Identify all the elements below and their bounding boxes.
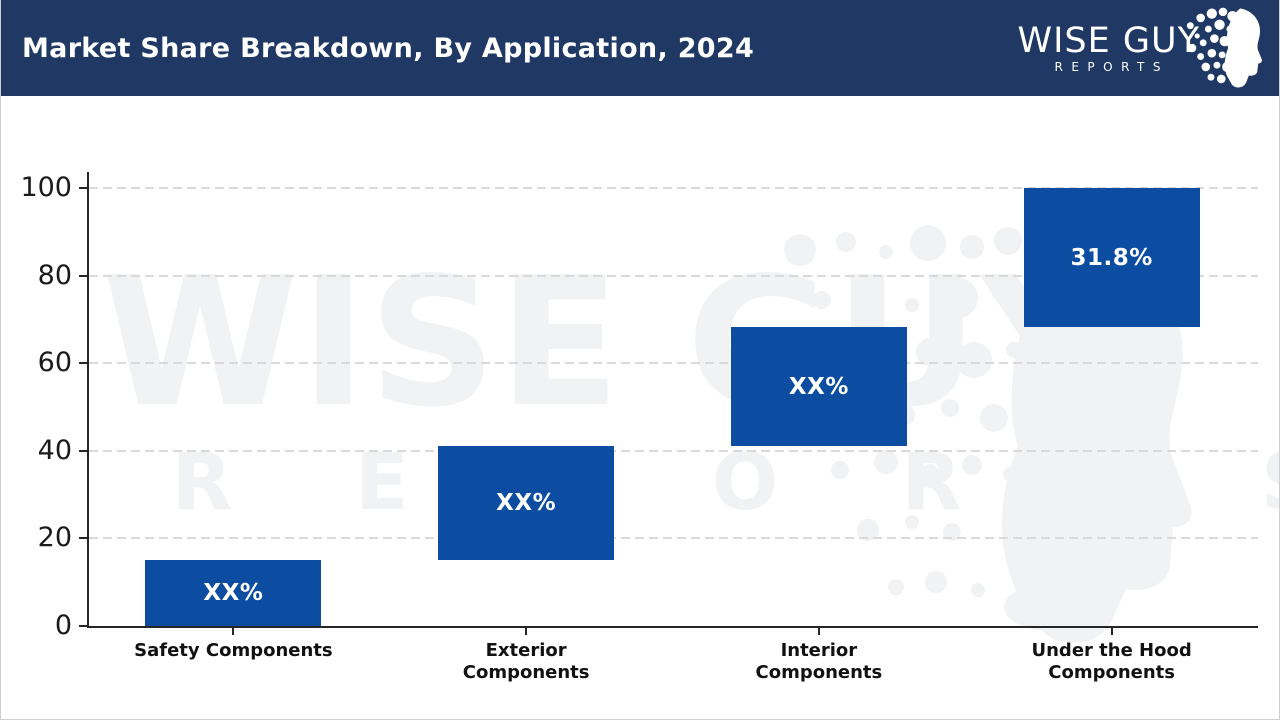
logo-face-icon (1186, 7, 1262, 88)
x-axis-tick-mark (817, 628, 820, 635)
gridline (89, 537, 1258, 540)
x-axis-category-label: Exterior Components (376, 640, 676, 684)
y-axis-tick-mark (79, 449, 87, 452)
x-axis-category-label-line: Components (755, 662, 883, 683)
logo-subtitle-text: REPORTS (1054, 60, 1169, 74)
x-axis-line (87, 626, 1258, 628)
x-axis-category-label-line: Under the Hood (1031, 640, 1192, 661)
bar-safety-components: XX% (145, 560, 322, 626)
y-axis-line (87, 172, 89, 628)
y-axis-tick-mark (79, 274, 87, 277)
watermark-wordmark: WISE GUY (102, 239, 1112, 446)
y-axis-tick-mark (79, 537, 87, 540)
x-axis-tick-mark (232, 628, 235, 635)
x-axis-category-label-line: Components (462, 662, 590, 683)
bar-interior-components: XX% (730, 327, 907, 447)
chart-title: Market Share Breakdown, By Application, … (22, 32, 755, 64)
bar-value-label: XX% (496, 490, 557, 517)
x-axis-category-label: Interior Components (669, 640, 969, 684)
y-axis-tick-label: 80 (37, 259, 72, 291)
logo-wordmark: WISE GUY REPORTS (1017, 22, 1200, 74)
x-axis-category-label-line: Exterior (485, 640, 567, 661)
x-axis-category-label-line: Interior (780, 640, 858, 661)
bar-value-label: XX% (203, 580, 264, 607)
y-axis-tick-mark (79, 362, 87, 365)
logo-wordmark-text: WISE GUY (1017, 21, 1200, 61)
gridline (89, 449, 1258, 452)
bar-value-label: XX% (788, 373, 849, 400)
y-axis-tick-label: 60 (37, 347, 72, 379)
gridline (89, 187, 1258, 189)
x-axis-category-label-line: Safety Components (134, 640, 333, 661)
bar-under-the-hood-components: 31.8% (1023, 188, 1200, 328)
x-axis-tick-mark (1110, 628, 1113, 635)
y-axis-tick-mark (79, 625, 87, 627)
bar-value-label: 31.8% (1070, 244, 1153, 271)
gridline (89, 274, 1258, 277)
y-axis-tick-label: 20 (37, 522, 72, 554)
y-axis-tick-mark (79, 187, 87, 189)
x-axis-tick-mark (525, 628, 528, 635)
y-axis-tick-label: 100 (20, 172, 72, 203)
x-axis-category-label: Under the Hood Components (962, 640, 1262, 684)
x-axis-category-label: Safety Components (83, 640, 383, 662)
header-bar: Market Share Breakdown, By Application, … (0, 0, 1280, 96)
brand-logo: WISE GUY REPORTS (1017, 7, 1266, 88)
x-axis-category-label-line: Components (1048, 662, 1175, 683)
y-axis-tick-label: 0 (54, 610, 72, 641)
bar-exterior-components: XX% (438, 446, 615, 561)
gridline (89, 362, 1258, 365)
y-axis-tick-label: 40 (37, 434, 72, 466)
